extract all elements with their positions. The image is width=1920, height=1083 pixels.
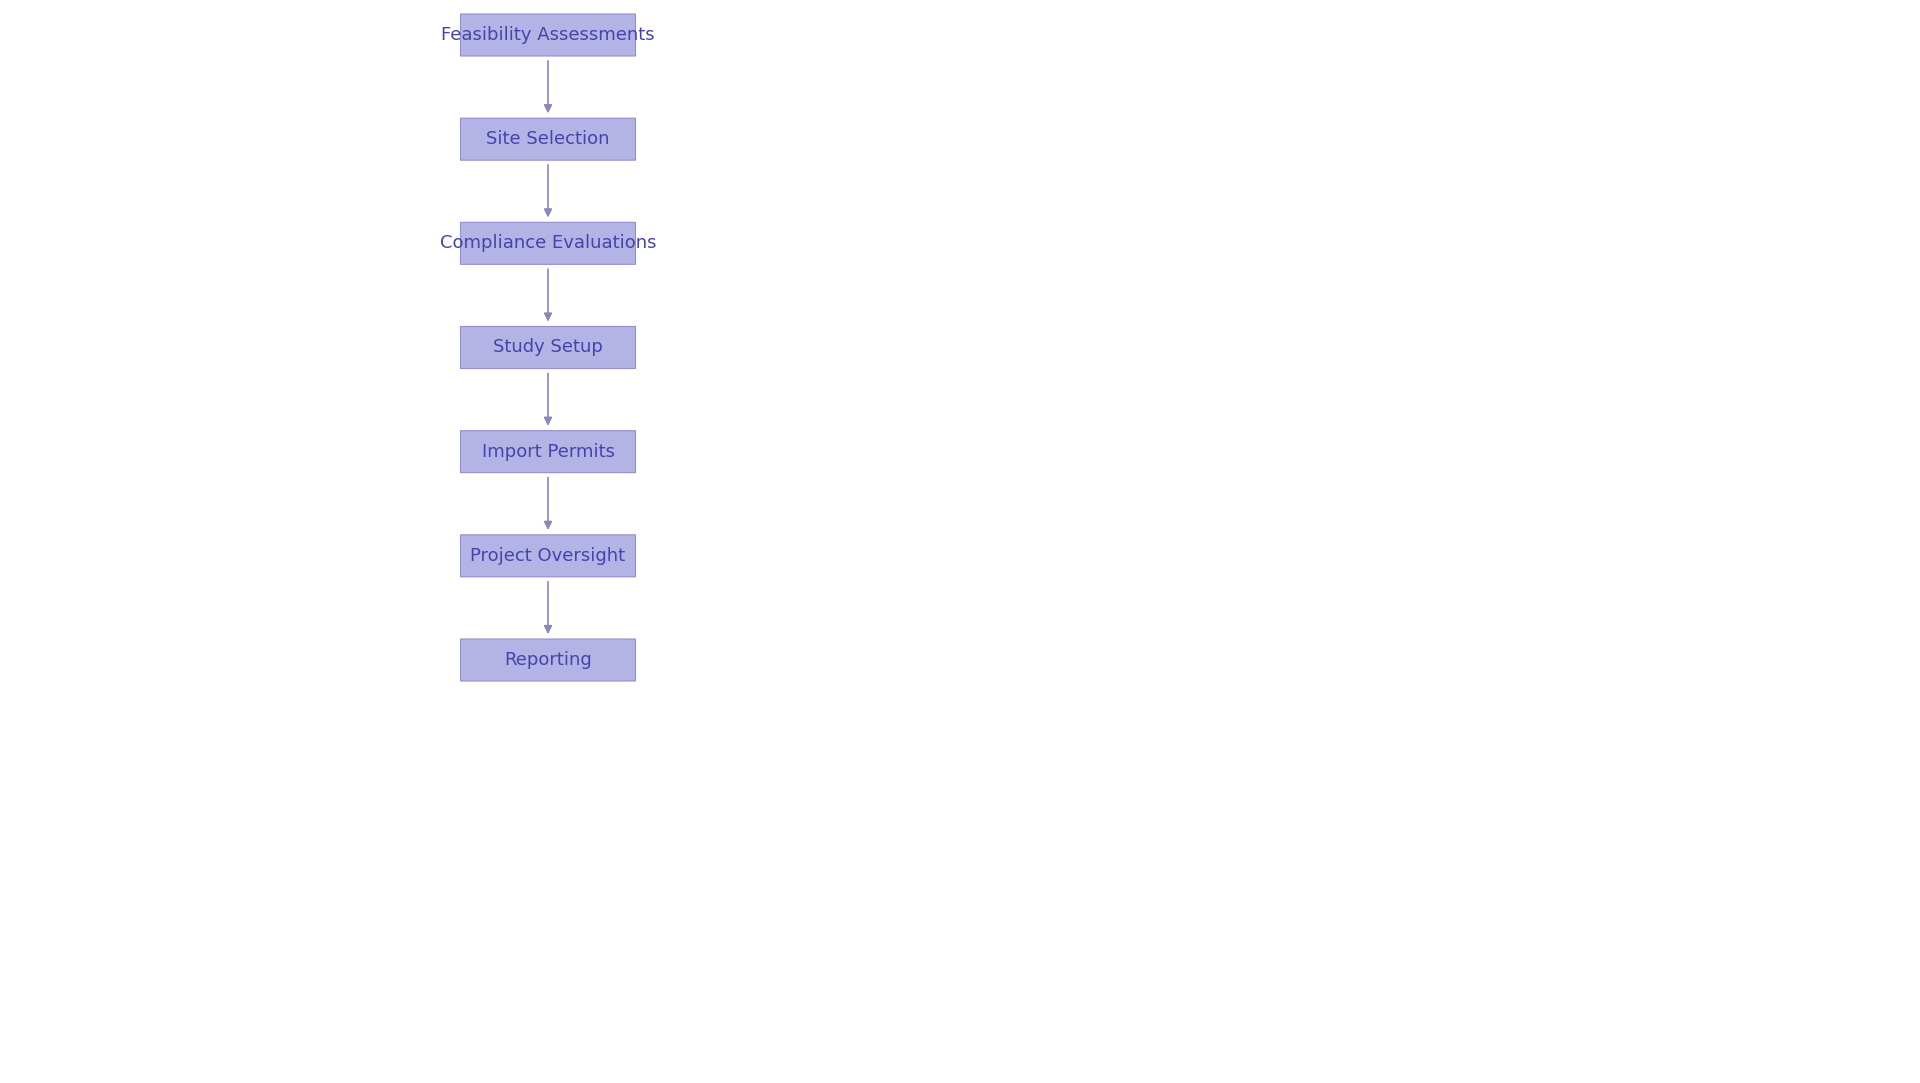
Text: Compliance Evaluations: Compliance Evaluations (440, 234, 657, 252)
Text: Reporting: Reporting (505, 651, 591, 669)
Text: Site Selection: Site Selection (486, 130, 611, 148)
Text: Study Setup: Study Setup (493, 339, 603, 356)
FancyBboxPatch shape (461, 118, 636, 160)
FancyBboxPatch shape (461, 326, 636, 368)
Text: Feasibility Assessments: Feasibility Assessments (442, 26, 655, 44)
FancyBboxPatch shape (461, 431, 636, 472)
Text: Import Permits: Import Permits (482, 443, 614, 460)
Text: Project Oversight: Project Oversight (470, 547, 626, 565)
FancyBboxPatch shape (461, 639, 636, 681)
FancyBboxPatch shape (461, 535, 636, 577)
FancyBboxPatch shape (461, 14, 636, 56)
FancyBboxPatch shape (461, 222, 636, 264)
